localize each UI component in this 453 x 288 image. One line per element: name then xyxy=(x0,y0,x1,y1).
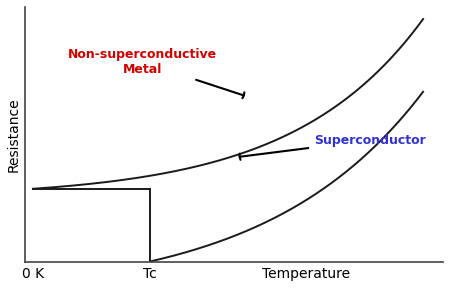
Text: Non-superconductive
Metal: Non-superconductive Metal xyxy=(67,48,244,98)
Y-axis label: Resistance: Resistance xyxy=(7,97,21,172)
Text: Superconductor: Superconductor xyxy=(240,134,425,160)
